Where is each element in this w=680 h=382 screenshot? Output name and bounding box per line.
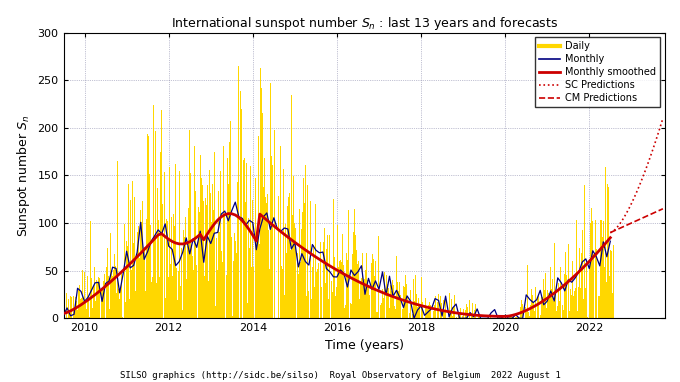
- Y-axis label: Sunspot number $S_{n}$: Sunspot number $S_{n}$: [15, 114, 32, 236]
- Title: International sunspot number $S_{n}$ : last 13 years and forecasts: International sunspot number $S_{n}$ : l…: [171, 15, 558, 32]
- X-axis label: Time (years): Time (years): [325, 339, 404, 352]
- Text: SILSO graphics (http://sidc.be/silso)  Royal Observatory of Belgium  2022 August: SILSO graphics (http://sidc.be/silso) Ro…: [120, 371, 560, 380]
- Legend: Daily, Monthly, Monthly smoothed, SC Predictions, CM Predictions: Daily, Monthly, Monthly smoothed, SC Pre…: [535, 37, 660, 107]
